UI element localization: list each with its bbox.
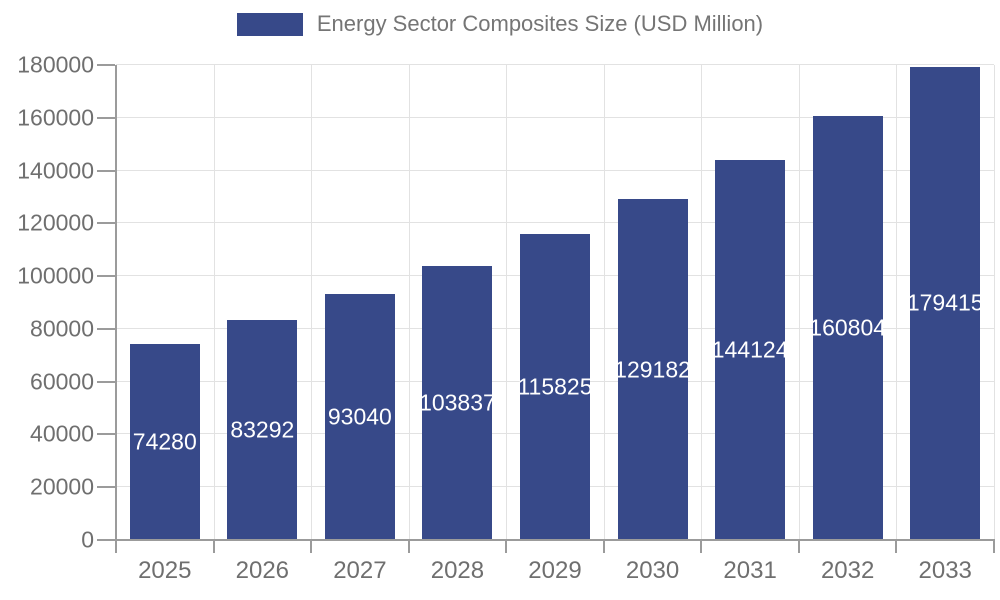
horizontal-gridline [116,169,994,171]
vertical-gridline [896,65,898,540]
bar-2027: 93040 [324,294,395,540]
y-axis-tick [97,222,115,225]
bar-value-label: 103837 [419,389,496,416]
horizontal-gridline [116,222,994,224]
y-axis-tick [97,486,115,489]
bar-2028: 103837 [419,266,496,540]
y-axis-tick [97,116,115,119]
legend-label: Energy Sector Composites Size (USD Milli… [316,11,764,36]
x-axis-tick [212,541,215,553]
y-axis-tick [97,64,115,66]
vertical-gridline [311,65,313,540]
horizontal-gridline [116,64,994,65]
bar-value-label: 115825 [517,373,593,400]
y-axis-tick [97,327,115,330]
bar-2025: 74280 [129,343,200,540]
y-axis-tick-label: 120000 [17,209,94,236]
bar-2032: 160804 [809,115,886,540]
bar-2029: 115825 [517,234,593,540]
y-axis-labels: 0 20000 40000 60000 80000 100000 120000 140000 1… [0,53,94,551]
x-axis-tick-label: 2028 [430,557,485,584]
y-axis-tick-label: 60000 [30,368,94,395]
legend-swatch-icon [236,12,303,36]
bar-value-label: 144124 [711,336,789,363]
x-axis-tick-label: 2025 [138,557,192,584]
y-axis-line [115,65,117,541]
x-axis-tick-label: 2029 [528,557,582,584]
bar-value-label: 179415 [906,289,984,316]
vertical-gridline [798,65,800,540]
legend: Energy Sector Composites Size (USD Milli… [0,11,1000,37]
x-axis-tick [115,541,117,553]
y-axis-tick-label: 180000 [17,51,94,78]
y-axis-tick-label: 100000 [17,262,94,289]
x-axis-tick-label: 2027 [333,557,387,584]
vertical-gridline [994,65,995,540]
x-axis-tick [310,541,313,553]
x-axis-ticks [115,541,995,553]
x-axis-line [115,539,995,541]
plot-area: 74280 83292 93040 103837 115825 129182 144124 1… [116,64,995,540]
y-axis-ticks [97,64,115,541]
bar-value-label: 160804 [809,314,887,341]
x-axis-tick-label: 2031 [723,557,777,584]
y-axis-tick-label: 40000 [30,420,94,447]
horizontal-gridline [116,116,994,118]
x-axis-tick [895,541,898,553]
x-axis-tick [797,541,800,553]
y-axis-tick-label: 160000 [17,104,94,131]
vertical-gridline [701,65,703,540]
bar-2026: 83292 [227,320,298,540]
y-axis-tick [97,433,115,436]
y-axis-tick-label: 80000 [30,315,94,342]
y-axis-tick-label: 20000 [30,473,94,500]
vertical-gridline [603,65,605,540]
y-axis-tick [97,380,115,383]
y-axis-tick-label: 140000 [17,157,94,184]
vertical-gridline [213,65,215,540]
y-axis-tick [97,539,115,541]
x-axis-tick [993,541,995,553]
y-axis-tick [97,275,115,278]
x-axis-tick [407,541,410,553]
x-axis-tick-label: 2026 [235,557,290,584]
y-axis-tick-label: 0 [81,526,94,553]
bar-2033: 179415 [907,66,984,540]
vertical-gridline [408,65,410,540]
y-axis-tick [97,169,115,172]
x-axis-tick-label: 2030 [625,557,680,584]
x-axis-tick-label: 2032 [820,557,875,584]
bar-value-label: 129182 [614,356,691,383]
bar-value-label: 74280 [132,428,197,455]
x-axis-labels: 2025 2026 2027 2028 2029 2030 2031 2032 2033 [116,557,994,587]
x-axis-tick-label: 2033 [918,557,972,584]
x-axis-tick [700,541,703,553]
x-axis-tick [505,541,508,553]
vertical-gridline [506,65,508,540]
bar-value-label: 83292 [230,416,295,443]
x-axis-tick [602,541,605,553]
bar-2030: 129182 [614,199,691,540]
bar-value-label: 93040 [327,403,392,430]
bar-2031: 144124 [712,159,788,540]
